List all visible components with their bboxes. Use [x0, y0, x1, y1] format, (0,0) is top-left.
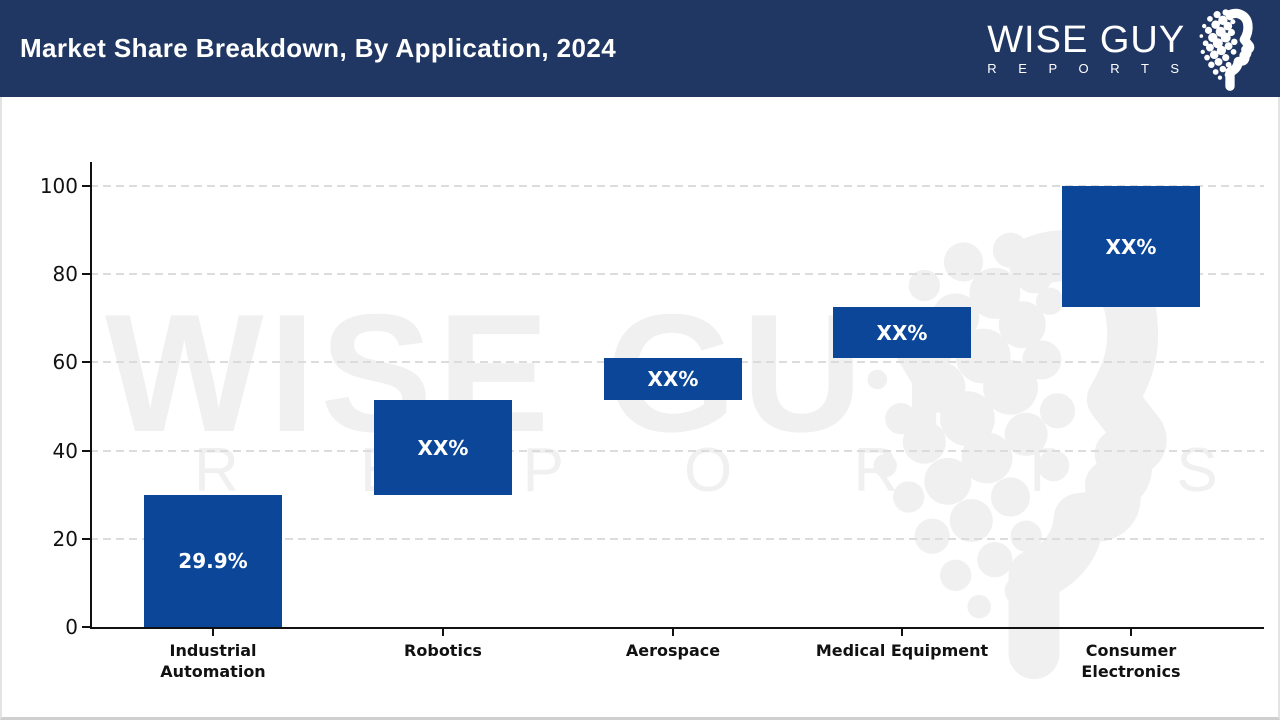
y-axis-tick-40 — [82, 449, 90, 452]
gridline-100 — [90, 185, 1264, 187]
y-tick-label-80: 80 — [52, 262, 78, 287]
y-axis-line — [90, 162, 92, 629]
bar-robotics: XX% — [374, 400, 512, 496]
bar-consumer-electronics: XX% — [1062, 186, 1200, 308]
gridline-40 — [90, 449, 1264, 452]
value-label-aerospace: XX% — [647, 367, 699, 392]
y-axis-tick-80 — [82, 273, 90, 276]
header: Market Share Breakdown, By Application, … — [0, 0, 1280, 97]
x-tick-label-line: Medical Equipment — [815, 641, 989, 660]
x-axis-line — [90, 627, 1264, 629]
logo-subtext: R E P O R T S — [987, 61, 1188, 76]
y-tick-label-60: 60 — [52, 350, 78, 375]
value-label-consumer-electronics: XX% — [1105, 234, 1157, 259]
gridline-80 — [90, 273, 1264, 276]
logo-wordmark: WISE GUY — [987, 19, 1186, 61]
x-tick-label-line: Industrial — [169, 641, 257, 660]
gridline-20 — [90, 537, 1264, 540]
x-tick-label-line: Automation — [160, 662, 266, 681]
y-axis-tick-60 — [82, 361, 90, 364]
value-label-medical-equipment: XX% — [876, 320, 928, 345]
x-tick-label-medical-equipment: Medical Equipment — [787, 640, 1017, 661]
x-axis-tick-medical-equipment — [901, 629, 903, 636]
x-tick-label-industrial-automation: Industrial Automation — [98, 640, 328, 682]
bar-medical-equipment: XX% — [833, 307, 971, 358]
x-axis-tick-consumer-electronics — [1130, 629, 1132, 636]
x-axis-tick-aerospace — [672, 629, 674, 636]
logo-text: WISE GUY R E P O R T S — [987, 21, 1188, 76]
value-label-robotics: XX% — [417, 435, 469, 460]
x-tick-label-line: Robotics — [404, 641, 482, 660]
y-axis-tick-20 — [82, 537, 90, 540]
bar-industrial-automation: 29.9% — [144, 495, 282, 627]
y-axis-tick-0 — [82, 626, 90, 628]
y-axis-tick-100 — [82, 185, 90, 187]
x-tick-label-line: Consumer — [1085, 641, 1177, 660]
x-tick-label-aerospace: Aerospace — [558, 640, 788, 661]
page-title: Market Share Breakdown, By Application, … — [20, 33, 617, 63]
x-tick-label-line: Electronics — [1081, 662, 1181, 681]
y-tick-label-100: 100 — [39, 174, 78, 198]
x-tick-label-line: Aerospace — [625, 641, 721, 660]
value-label-industrial-automation: 29.9% — [178, 549, 248, 574]
x-tick-label-consumer-electronics: Consumer Electronics — [1016, 640, 1246, 682]
y-tick-label-40: 40 — [52, 438, 78, 463]
chart-area: WISE GUY R E P O R T S 0 20 40 60 80 100 29.9%… — [0, 97, 1280, 720]
bar-aerospace: XX% — [604, 357, 742, 401]
x-tick-label-robotics: Robotics — [328, 640, 558, 661]
plot: 0 20 40 60 80 100 29.9% Industrial Automation XX%… — [2, 97, 1278, 717]
logo-head-icon — [1194, 6, 1266, 92]
x-axis-tick-industrial-automation — [212, 629, 214, 636]
x-axis-tick-robotics — [442, 629, 444, 636]
y-tick-label-20: 20 — [52, 526, 78, 551]
wise-guy-logo: WISE GUY R E P O R T S — [987, 6, 1266, 92]
y-tick-label-0: 0 — [65, 615, 78, 639]
